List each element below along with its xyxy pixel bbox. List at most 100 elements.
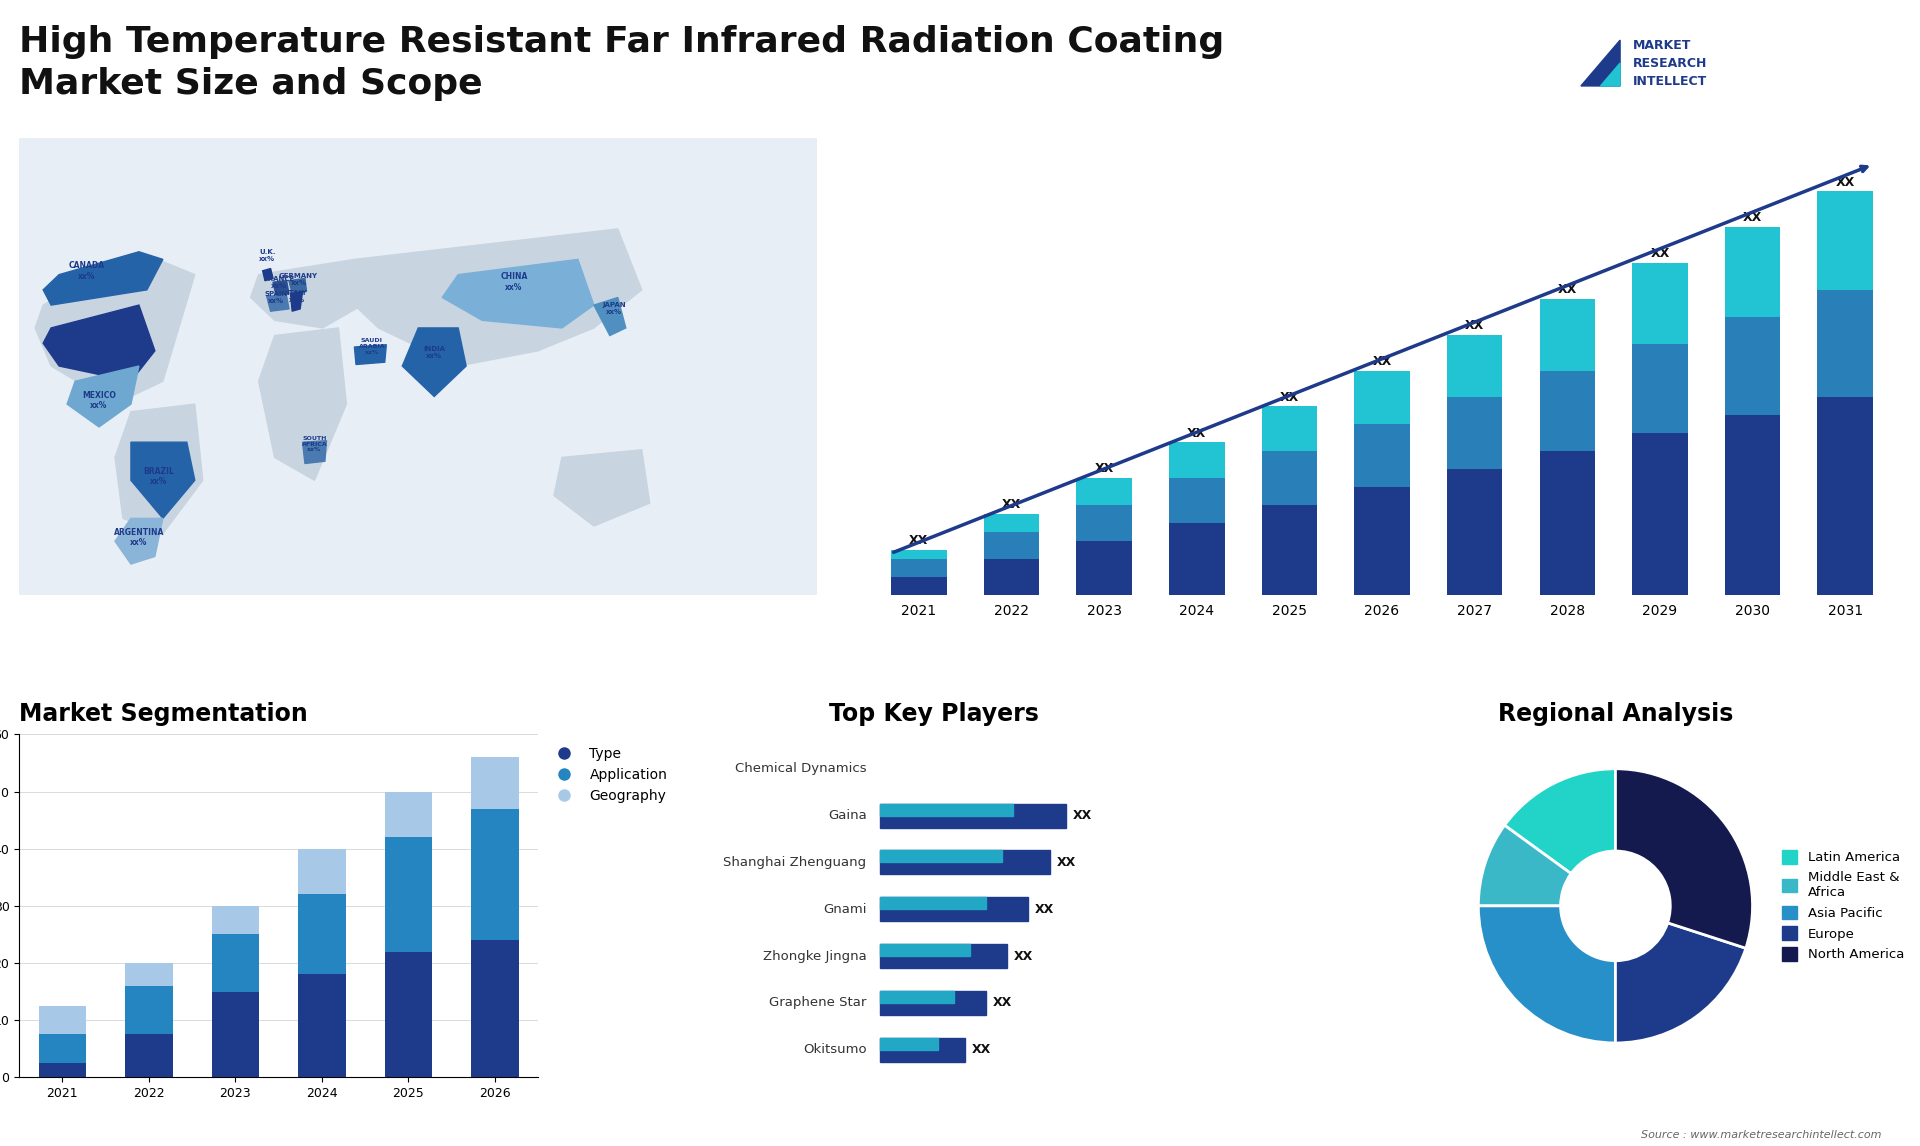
Bar [1632,433,1688,595]
Text: CANADA
xx%: CANADA xx% [69,261,106,281]
Title: Top Key Players: Top Key Players [829,701,1039,725]
Polygon shape [42,305,156,382]
Text: XX: XX [1094,462,1114,476]
Polygon shape [442,259,593,328]
Bar [1354,370,1409,424]
Bar [983,532,1039,559]
Text: GERMANY
xx%: GERMANY xx% [278,273,319,285]
Text: High Temperature Resistant Far Infrared Radiation Coating
Market Size and Scope: High Temperature Resistant Far Infrared … [19,25,1225,101]
Bar [891,559,947,576]
Bar [1632,262,1688,344]
Bar [1818,398,1874,595]
Wedge shape [1478,905,1615,1043]
Polygon shape [67,366,138,427]
Polygon shape [273,281,290,296]
Text: Gaina: Gaina [828,809,866,822]
Text: XX: XX [1073,809,1092,822]
Bar [879,944,970,956]
Polygon shape [267,296,290,312]
Polygon shape [115,405,204,534]
Bar [1169,478,1225,523]
Text: Zhongke Jingna: Zhongke Jingna [762,950,866,963]
Polygon shape [303,441,326,463]
Text: MEXICO
xx%: MEXICO xx% [83,391,115,410]
Bar [211,934,259,991]
Text: XX: XX [1743,212,1763,225]
Text: SOUTH
AFRICA
xx%: SOUTH AFRICA xx% [301,435,328,453]
Bar [891,550,947,559]
Polygon shape [1601,63,1620,86]
Bar [1077,541,1133,595]
Bar [1448,335,1503,398]
Bar [879,944,1008,968]
Bar [891,576,947,595]
Polygon shape [593,298,626,336]
Bar [879,803,1066,827]
Bar [211,991,259,1077]
Bar [1540,370,1596,452]
Text: Shanghai Zhenguang: Shanghai Zhenguang [724,856,866,869]
Text: XX: XX [1557,283,1576,296]
Bar [125,963,173,986]
Bar [1818,290,1874,398]
Legend: Type, Application, Geography: Type, Application, Geography [545,741,672,808]
Polygon shape [290,278,307,293]
Bar [1818,191,1874,290]
Polygon shape [555,450,649,526]
Text: FRANCE
xx%: FRANCE xx% [263,276,294,289]
Bar [1448,469,1503,595]
Bar [1261,407,1317,452]
Polygon shape [263,268,273,281]
Bar [1169,523,1225,595]
Bar [470,758,518,809]
Text: U.S.
xx%: U.S. xx% [79,345,96,364]
Legend: Latin America, Middle East &
Africa, Asia Pacific, Europe, North America: Latin America, Middle East & Africa, Asi… [1776,845,1910,967]
Wedge shape [1615,769,1753,948]
Bar [298,974,346,1077]
Bar [879,991,987,1015]
Bar [1540,452,1596,595]
Bar [879,897,1029,921]
Polygon shape [259,328,346,480]
Bar [1632,344,1688,433]
Polygon shape [338,229,641,366]
Bar [879,803,1012,816]
Bar [1077,478,1133,505]
Text: SAUDI
ARABIA
xx%: SAUDI ARABIA xx% [359,338,386,355]
Polygon shape [290,291,303,312]
Bar [38,1063,86,1077]
Text: XX: XX [1187,426,1206,440]
Polygon shape [35,252,194,405]
Bar [1077,505,1133,541]
Text: INDIA
xx%: INDIA xx% [422,346,445,360]
Polygon shape [355,345,386,364]
Text: XX: XX [1373,355,1392,368]
Bar [1540,299,1596,370]
Bar [38,1035,86,1063]
Bar [384,951,432,1077]
Text: XX: XX [1651,248,1670,260]
Text: Gnami: Gnami [824,903,866,916]
Bar [125,1035,173,1077]
Bar [470,940,518,1077]
Text: XX: XX [972,1043,991,1057]
Polygon shape [115,518,163,564]
Text: U.K.
xx%: U.K. xx% [259,249,276,262]
Text: Market Segmentation: Market Segmentation [19,701,307,725]
Bar [1261,505,1317,595]
Bar [983,513,1039,532]
Text: MARKET
RESEARCH
INTELLECT: MARKET RESEARCH INTELLECT [1634,39,1707,87]
Text: SPAIN
xx%: SPAIN xx% [265,291,288,304]
Bar [384,838,432,951]
Text: ARGENTINA
xx%: ARGENTINA xx% [113,527,163,547]
Bar [1724,227,1780,316]
Polygon shape [131,442,194,518]
Text: XX: XX [1465,319,1484,332]
Text: XX: XX [1002,499,1021,511]
Polygon shape [1580,40,1620,86]
Bar [1724,415,1780,595]
Bar [879,1038,966,1062]
Bar [298,849,346,894]
Text: XX: XX [1836,175,1855,189]
Bar [1724,316,1780,415]
